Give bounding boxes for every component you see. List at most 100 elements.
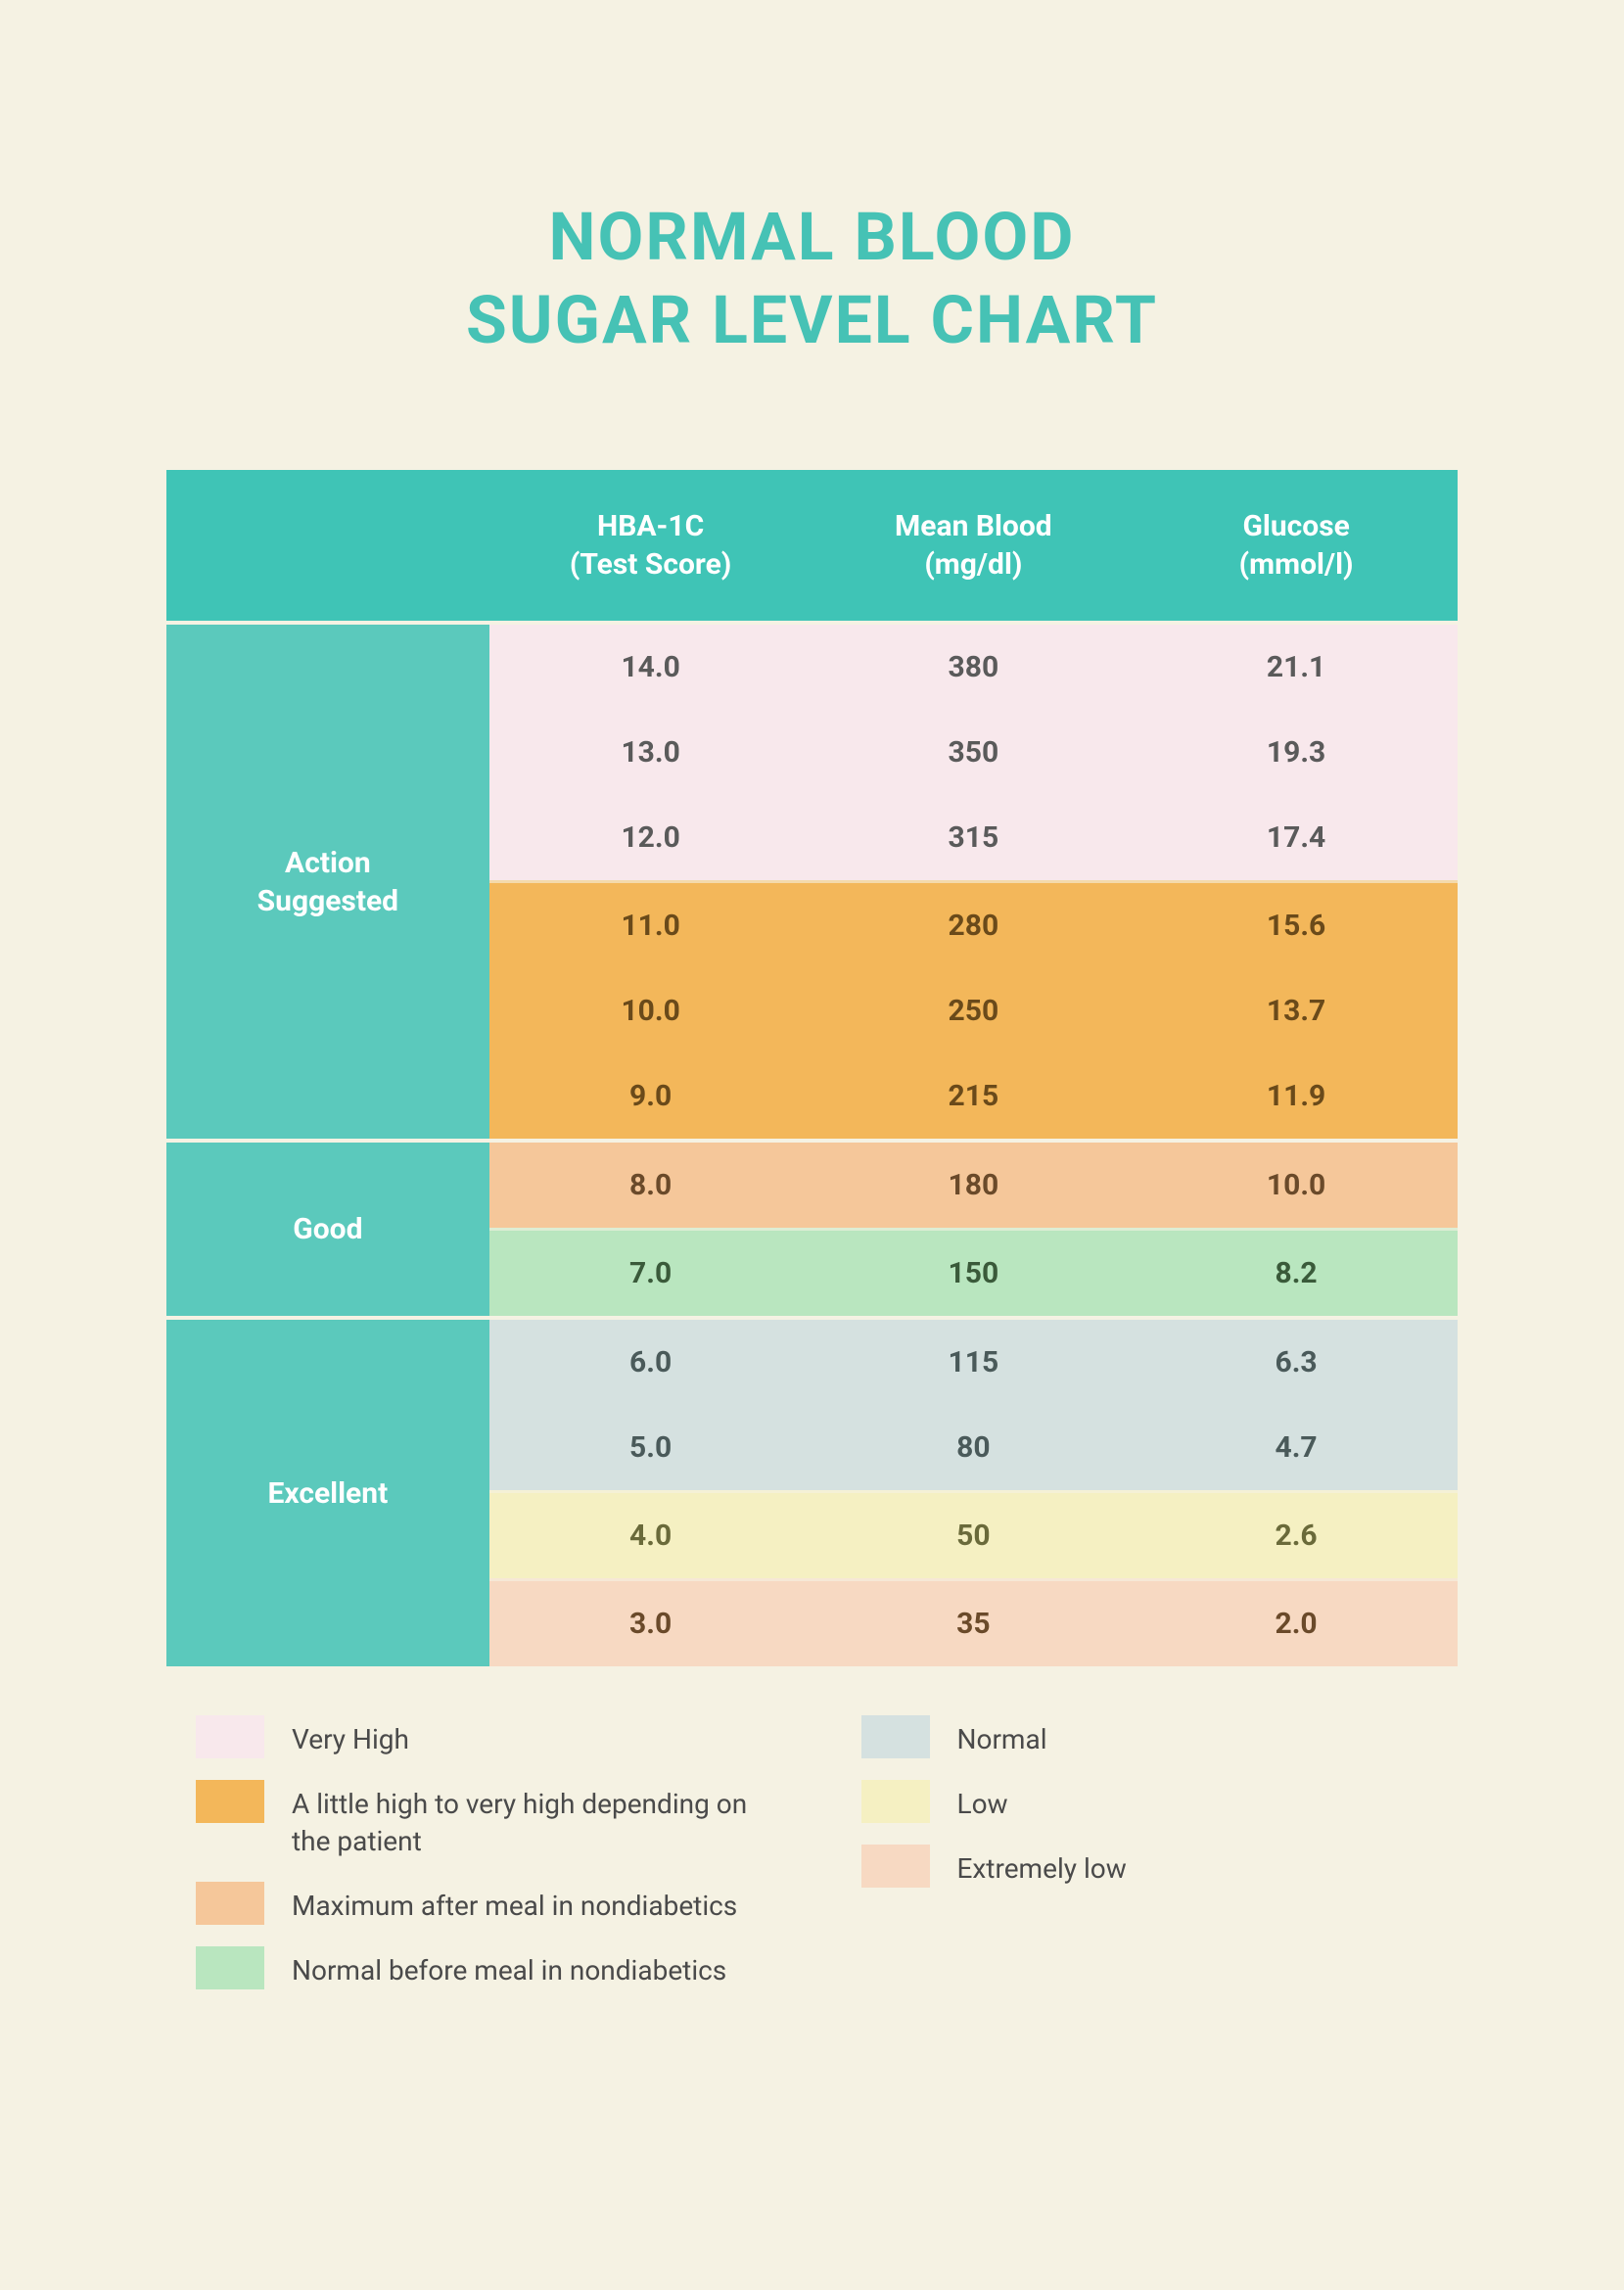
table-cell: 9.0	[489, 1053, 812, 1139]
table-cell: 3.0	[489, 1581, 812, 1666]
color-band: 6.01156.35.0804.7	[489, 1320, 1458, 1490]
color-band: 8.018010.0	[489, 1143, 1458, 1228]
table-cell: 215	[812, 1053, 1135, 1139]
table-row: 14.038021.1	[489, 625, 1458, 710]
table-row: 8.018010.0	[489, 1143, 1458, 1228]
legend-label: Low	[957, 1780, 1008, 1823]
table-cell: 14.0	[489, 625, 812, 710]
table-cell: 280	[812, 883, 1135, 968]
legend-item: Maximum after meal in nondiabetics	[196, 1882, 783, 1925]
table-row: 4.0502.6	[489, 1493, 1458, 1578]
legend-swatch	[196, 1882, 264, 1925]
table-cell: 8.0	[489, 1143, 812, 1228]
legend-item: Normal before meal in nondiabetics	[196, 1946, 783, 1989]
header-subtext: (mg/dl)	[924, 547, 1022, 582]
legend-label: Normal before meal in nondiabetics	[292, 1946, 726, 1989]
table-row: 9.021511.9	[489, 1053, 1458, 1139]
table-cell: 7.0	[489, 1231, 812, 1316]
table-cell: 15.6	[1135, 883, 1458, 968]
category-label: ActionSuggested	[166, 625, 489, 1139]
table-cell: 6.0	[489, 1320, 812, 1405]
legend-swatch	[861, 1780, 930, 1823]
category-label: Excellent	[166, 1320, 489, 1666]
header-col-meanblood: Mean Blood (mg/dl)	[812, 470, 1136, 621]
legend-label: Extremely low	[957, 1845, 1127, 1888]
color-band: 4.0502.6	[489, 1490, 1458, 1578]
header-subtext: (Test Score)	[570, 547, 731, 582]
table-section: ActionSuggested14.038021.113.035019.312.…	[166, 621, 1458, 1139]
table-cell: 250	[812, 968, 1135, 1053]
legend-column-left: Very High A little high to very high depe…	[196, 1715, 783, 1989]
header-col-glucose: Glucose (mmol/l)	[1135, 470, 1458, 621]
color-band: 3.0352.0	[489, 1578, 1458, 1666]
legend-item: Low	[861, 1780, 1449, 1823]
table-row: 6.01156.3	[489, 1320, 1458, 1405]
header-text: Mean Blood	[895, 509, 1052, 543]
table-cell: 2.6	[1135, 1493, 1458, 1578]
legend-label: Very High	[292, 1715, 409, 1758]
legend: Very High A little high to very high depe…	[166, 1715, 1458, 1989]
table-cell: 5.0	[489, 1405, 812, 1490]
table-cell: 13.0	[489, 710, 812, 795]
table-cell: 50	[812, 1493, 1135, 1578]
table-cell: 10.0	[489, 968, 812, 1053]
table-row: 5.0804.7	[489, 1405, 1458, 1490]
bands-container: 14.038021.113.035019.312.031517.411.0280…	[489, 625, 1458, 1139]
legend-swatch	[196, 1715, 264, 1758]
table-row: 10.025013.7	[489, 968, 1458, 1053]
legend-item: A little high to very high depending on …	[196, 1780, 783, 1860]
table-row: 11.028015.6	[489, 883, 1458, 968]
title-line-2: SUGAR LEVEL CHART	[466, 281, 1158, 359]
legend-item: Extremely low	[861, 1845, 1449, 1888]
color-band: 7.01508.2	[489, 1228, 1458, 1316]
legend-swatch	[196, 1780, 264, 1823]
table-cell: 11.9	[1135, 1053, 1458, 1139]
legend-item: Normal	[861, 1715, 1449, 1758]
header-text: HBA-1C	[597, 509, 704, 543]
table-cell: 150	[812, 1231, 1135, 1316]
legend-column-right: Normal Low Extremely low	[861, 1715, 1449, 1989]
color-band: 11.028015.610.025013.79.021511.9	[489, 880, 1458, 1139]
table-row: 12.031517.4	[489, 795, 1458, 880]
category-label: Good	[166, 1143, 489, 1316]
legend-item: Very High	[196, 1715, 783, 1758]
table-cell: 115	[812, 1320, 1135, 1405]
table-cell: 80	[812, 1405, 1135, 1490]
table-row: 13.035019.3	[489, 710, 1458, 795]
chart-title: NORMAL BLOOD SUGAR LEVEL CHART	[166, 196, 1458, 362]
table-cell: 380	[812, 625, 1135, 710]
legend-label: A little high to very high depending on …	[292, 1780, 783, 1860]
table-cell: 315	[812, 795, 1135, 880]
legend-swatch	[196, 1946, 264, 1989]
table-cell: 13.7	[1135, 968, 1458, 1053]
legend-label: Normal	[957, 1715, 1047, 1758]
table-cell: 2.0	[1135, 1581, 1458, 1666]
table-body: ActionSuggested14.038021.113.035019.312.…	[166, 621, 1458, 1666]
table-cell: 12.0	[489, 795, 812, 880]
legend-swatch	[861, 1715, 930, 1758]
table-cell: 21.1	[1135, 625, 1458, 710]
header-col-hba1c: HBA-1C (Test Score)	[489, 470, 812, 621]
header-subtext: (mmol/l)	[1239, 547, 1354, 582]
table-cell: 4.7	[1135, 1405, 1458, 1490]
table-cell: 8.2	[1135, 1231, 1458, 1316]
table-row: 7.01508.2	[489, 1231, 1458, 1316]
table-header-row: HBA-1C (Test Score) Mean Blood (mg/dl) G…	[166, 470, 1458, 621]
table-cell: 19.3	[1135, 710, 1458, 795]
bands-container: 8.018010.07.01508.2	[489, 1143, 1458, 1316]
table-row: 3.0352.0	[489, 1581, 1458, 1666]
table-cell: 10.0	[1135, 1143, 1458, 1228]
table-cell: 11.0	[489, 883, 812, 968]
bands-container: 6.01156.35.0804.74.0502.63.0352.0	[489, 1320, 1458, 1666]
color-band: 14.038021.113.035019.312.031517.4	[489, 625, 1458, 880]
header-spacer	[166, 470, 489, 621]
table-cell: 4.0	[489, 1493, 812, 1578]
table-cell: 17.4	[1135, 795, 1458, 880]
title-line-1: NORMAL BLOOD	[549, 198, 1076, 276]
legend-swatch	[861, 1845, 930, 1888]
table-cell: 6.3	[1135, 1320, 1458, 1405]
legend-label: Maximum after meal in nondiabetics	[292, 1882, 737, 1925]
header-text: Glucose	[1242, 509, 1349, 543]
table-cell: 350	[812, 710, 1135, 795]
table-section: Good8.018010.07.01508.2	[166, 1139, 1458, 1316]
